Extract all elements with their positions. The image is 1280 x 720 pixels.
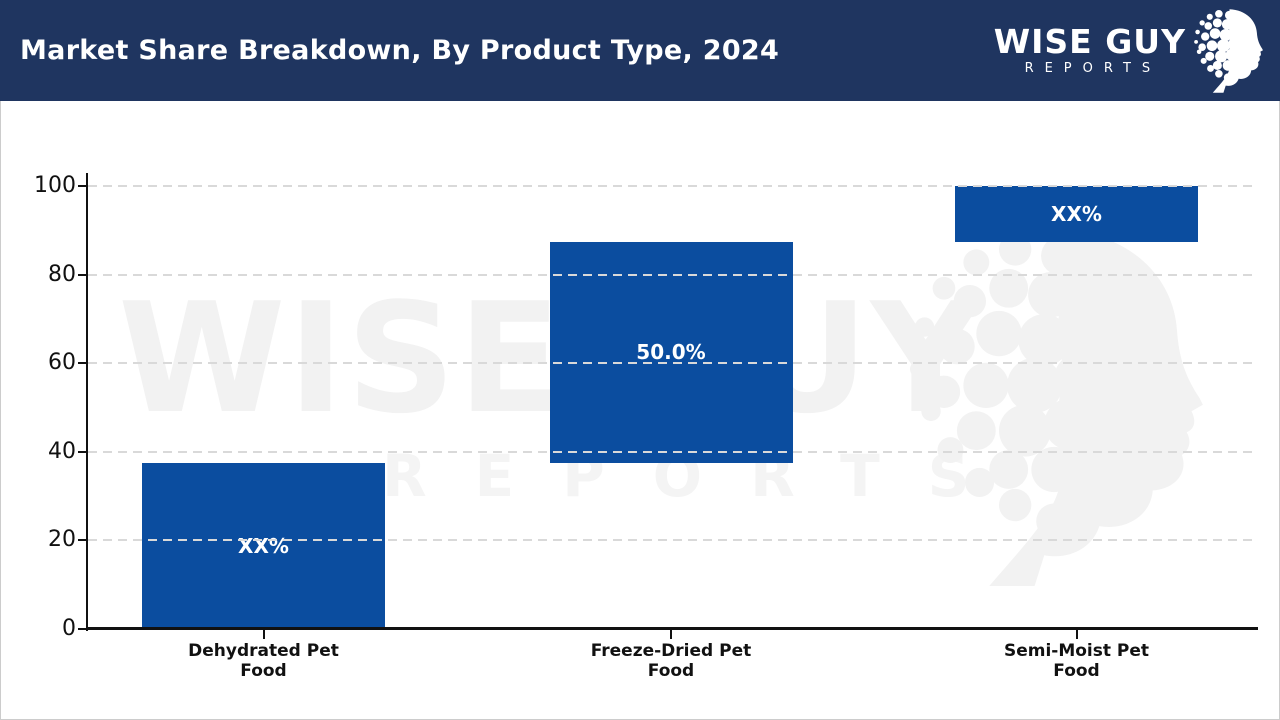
header-band: Market Share Breakdown, By Product Type,…	[0, 0, 1280, 101]
gridline	[88, 185, 1258, 188]
y-tick-mark	[78, 185, 86, 188]
y-tick-mark	[78, 362, 86, 365]
x-category-label: Freeze-Dried Pet Food	[590, 641, 752, 681]
y-axis-line	[86, 173, 88, 631]
x-tick-mark	[670, 630, 672, 639]
x-axis-line	[88, 627, 1258, 630]
wiseguy-logo-sub: REPORTS	[1024, 61, 1162, 76]
gridline	[88, 450, 1258, 453]
y-tick-mark	[78, 450, 86, 453]
y-tick-mark	[78, 627, 86, 630]
bar-value-label: 50.0%	[636, 340, 706, 365]
wiseguy-logo-text: WISE GUY REPORTS	[994, 25, 1186, 76]
wiseguy-logo-name: WISE GUY	[993, 22, 1186, 61]
y-tick-mark	[78, 273, 86, 276]
y-tick-label: 100	[34, 173, 76, 199]
bar-dehydrated-pet-food: XX%	[142, 462, 385, 629]
x-category-label: Dehydrated Pet Food	[188, 641, 339, 681]
wiseguy-face-icon	[1194, 8, 1263, 93]
bar-value-label: XX%	[1051, 202, 1102, 227]
x-tick-mark	[262, 630, 265, 639]
bar-semi-moist-pet-food: XX%	[955, 186, 1198, 242]
gridline	[88, 539, 1258, 542]
gridline	[88, 362, 1258, 365]
y-tick-label: 60	[48, 350, 76, 376]
x-category-label: Semi-Moist Pet Food	[1003, 641, 1150, 681]
gridline	[88, 273, 1258, 276]
y-tick-mark	[78, 539, 86, 542]
y-tick-label: 40	[48, 438, 76, 464]
bar-freeze-dried-pet-food: 50.0%	[549, 241, 793, 463]
y-tick-label: 0	[62, 615, 76, 641]
y-tick-label: 80	[48, 261, 76, 287]
bar-value-label: XX%	[238, 533, 289, 558]
page-title: Market Share Breakdown, By Product Type,…	[20, 35, 780, 66]
y-tick-label: 20	[48, 527, 76, 553]
x-tick-mark	[1075, 630, 1078, 639]
wiseguy-logo: WISE GUY REPORTS	[994, 7, 1266, 95]
